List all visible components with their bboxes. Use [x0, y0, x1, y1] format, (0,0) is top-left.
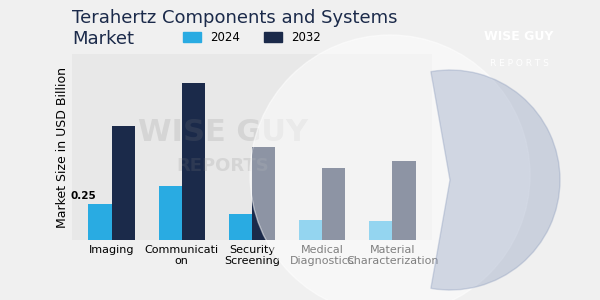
Wedge shape [431, 70, 560, 290]
Legend: 2024, 2032: 2024, 2032 [179, 26, 325, 49]
Text: Terahertz Components and Systems
Market: Terahertz Components and Systems Market [72, 9, 398, 48]
Text: R E P O R T S: R E P O R T S [490, 58, 548, 68]
Bar [299, 220, 322, 240]
Bar [229, 214, 252, 240]
Y-axis label: Market Size in USD Billion: Market Size in USD Billion [56, 67, 69, 227]
Bar [88, 204, 112, 240]
Text: WISE GUY: WISE GUY [138, 118, 308, 147]
Bar [158, 186, 182, 240]
Bar [322, 169, 346, 240]
Circle shape [250, 35, 530, 300]
Bar [392, 161, 416, 240]
Text: WISE GUY: WISE GUY [484, 29, 554, 43]
Text: 0.25: 0.25 [71, 191, 97, 201]
Bar [369, 221, 392, 240]
Bar [112, 125, 135, 240]
Bar [182, 82, 205, 240]
Text: REPORTS: REPORTS [177, 157, 269, 175]
Bar [252, 147, 275, 240]
